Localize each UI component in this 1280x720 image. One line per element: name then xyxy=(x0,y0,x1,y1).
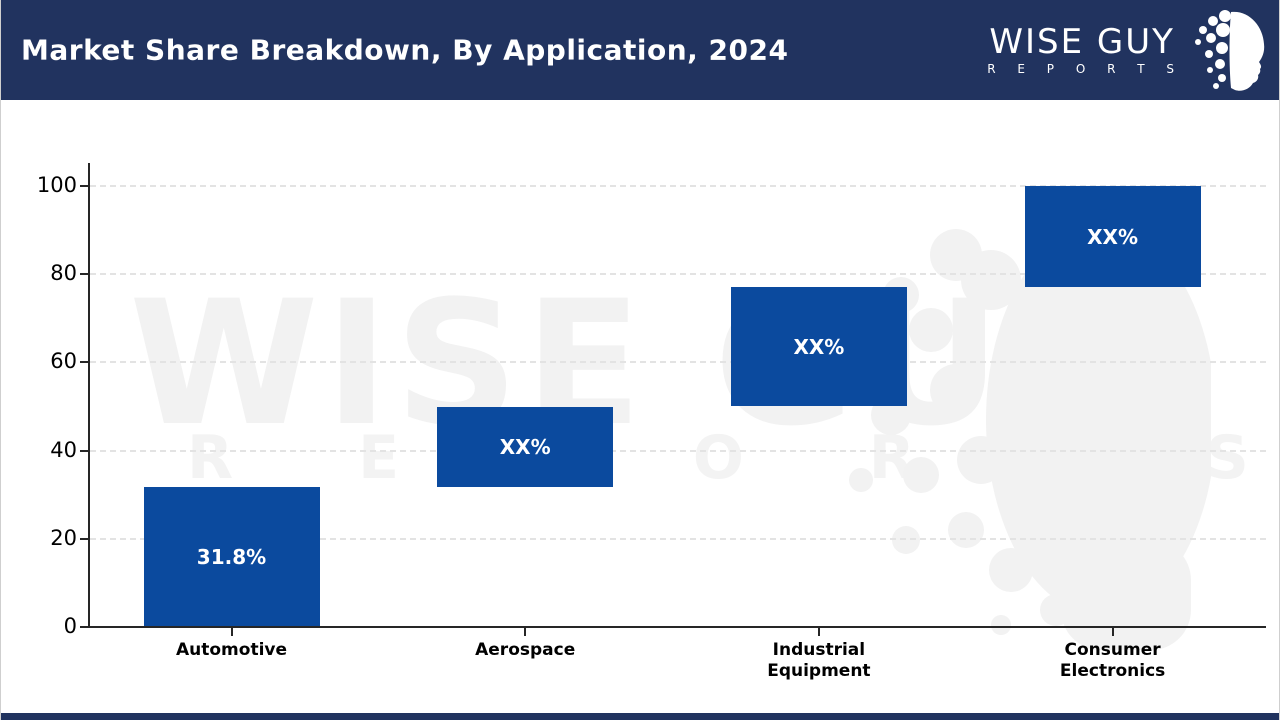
gridline xyxy=(90,273,1266,276)
bar-industrial-equipment: XX% xyxy=(730,287,907,407)
logo-text: WISE GUY R E P O R T S xyxy=(981,25,1183,76)
wise-guy-logo: WISE GUY R E P O R T S xyxy=(981,8,1269,92)
x-category-label: Consumer Electronics xyxy=(1059,640,1166,682)
x-category-label: Automotive xyxy=(175,640,288,660)
bar-value-label: 31.8% xyxy=(196,544,267,569)
watermark-reports-text: R E P O R T S xyxy=(187,423,1280,493)
y-tick-label: 60 xyxy=(50,349,77,374)
y-tick-mark xyxy=(80,185,89,187)
y-tick-label: 80 xyxy=(50,261,77,286)
gridline xyxy=(90,537,1266,540)
x-axis-line xyxy=(88,626,1266,628)
x-tick-mark xyxy=(524,628,527,636)
y-tick-mark xyxy=(80,626,89,628)
footer-bar xyxy=(1,713,1279,720)
bar-value-label: XX% xyxy=(793,334,845,359)
logo-reports-label: R E P O R T S xyxy=(987,61,1183,76)
y-tick-mark xyxy=(80,361,89,364)
x-category-label: Aerospace xyxy=(475,640,576,660)
gridline xyxy=(90,449,1266,452)
y-tick-mark xyxy=(80,273,89,276)
logo-head-icon xyxy=(1195,10,1265,91)
gridline xyxy=(90,361,1266,364)
watermark-wiseguy-text: WISE GUY xyxy=(129,263,1138,464)
bar-automotive: 31.8% xyxy=(143,486,320,627)
y-axis-line xyxy=(88,163,90,628)
x-tick-mark xyxy=(1111,628,1114,636)
gridline xyxy=(90,185,1266,187)
y-tick-mark xyxy=(80,449,89,452)
x-tick-mark xyxy=(230,628,233,636)
bar-value-label: XX% xyxy=(499,434,551,459)
y-tick-mark xyxy=(80,537,89,540)
logo-wiseguy-label: WISE GUY xyxy=(989,21,1175,62)
y-tick-label: 0 xyxy=(63,614,77,638)
x-category-label: Industrial Equipment xyxy=(767,640,871,682)
y-tick-label: 40 xyxy=(50,437,77,462)
bar-consumer-electronics: XX% xyxy=(1024,186,1201,288)
header-bar: Market Share Breakdown, By Application, … xyxy=(1,0,1279,100)
bar-aerospace: XX% xyxy=(437,406,614,487)
page-title: Market Share Breakdown, By Application, … xyxy=(21,33,789,67)
y-tick-label: 20 xyxy=(50,525,77,550)
y-tick-label: 100 xyxy=(36,173,77,197)
x-tick-mark xyxy=(817,628,820,636)
bar-value-label: XX% xyxy=(1087,224,1139,249)
